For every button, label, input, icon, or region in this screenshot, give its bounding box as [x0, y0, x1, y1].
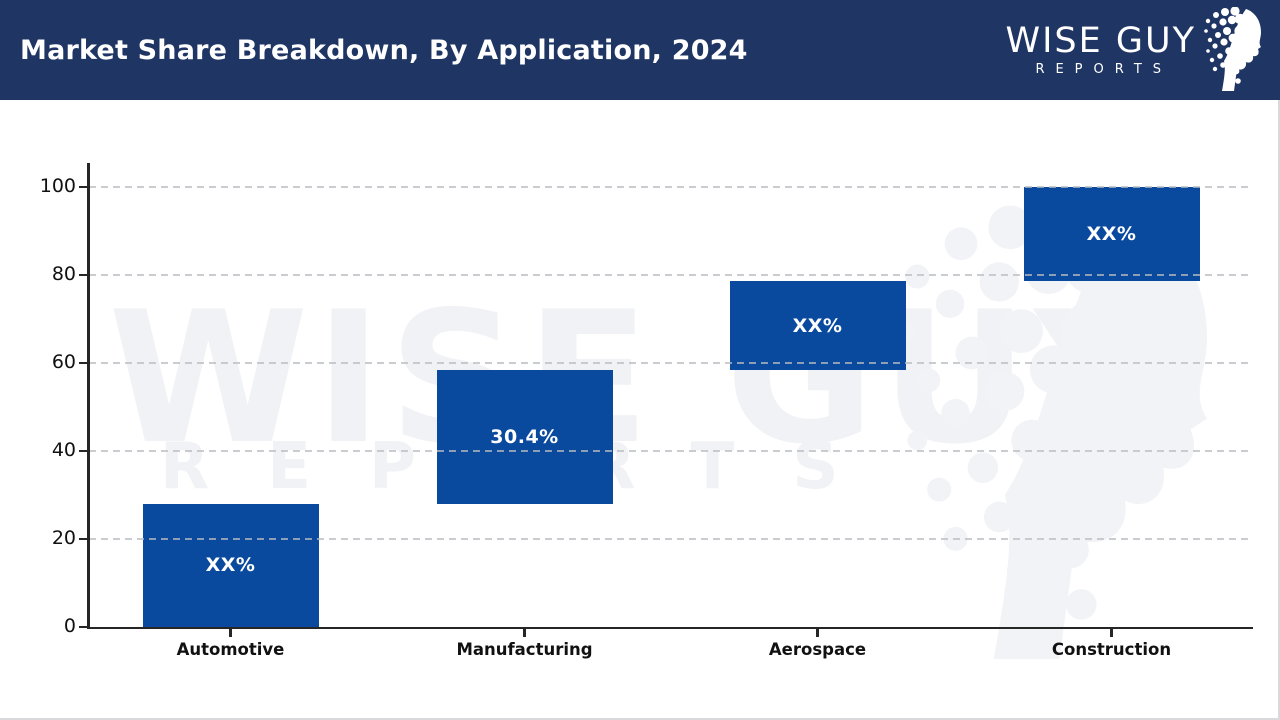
- x-tick-label-1: Manufacturing: [456, 640, 593, 659]
- gridline-60: [89, 362, 1253, 364]
- bar-value-label: XX%: [205, 554, 256, 577]
- x-axis-line: [87, 626, 1253, 629]
- x-tick-label-2: Aerospace: [768, 640, 867, 659]
- y-tick-label-40: 40: [51, 439, 76, 461]
- wise-guy-logo: WISE GUY REPORTS: [1005, 7, 1262, 93]
- y-tick-label-100: 100: [39, 175, 76, 197]
- bar-construction: XX%: [1023, 187, 1200, 282]
- watermark-wordmark: WISE GUY: [108, 272, 1173, 484]
- y-tick-label-80: 80: [51, 263, 76, 285]
- y-tick-mark-0: [79, 625, 87, 629]
- x-tick-mark-2: [816, 629, 819, 637]
- y-tick-label-60: 60: [51, 351, 76, 373]
- y-tick-label-20: 20: [51, 527, 76, 549]
- x-tick-mark-1: [523, 629, 526, 637]
- dotted-head-icon: [1204, 7, 1261, 91]
- logo-wordmark: WISE GUY: [1005, 21, 1196, 62]
- page-title: Market Share Breakdown, By Application, …: [20, 34, 748, 66]
- gridline-100: [89, 186, 1253, 188]
- gridline-40: [89, 450, 1253, 452]
- bar-manufacturing: 30.4%: [436, 370, 613, 504]
- y-tick-mark-20: [79, 537, 87, 541]
- bar-value-label: XX%: [1086, 223, 1137, 246]
- y-tick-mark-80: [79, 273, 87, 277]
- y-axis-line: [87, 163, 90, 629]
- x-tick-label-0: Automotive: [176, 640, 285, 659]
- y-tick-label-0: 0: [63, 615, 76, 637]
- x-tick-label-3: Construction: [1051, 640, 1172, 659]
- bar-value-label: 30.4%: [490, 425, 559, 448]
- logo-subtitle: REPORTS: [1035, 61, 1173, 77]
- logo-text: WISE GUY REPORTS: [1005, 23, 1196, 77]
- bar-value-label: XX%: [792, 314, 843, 337]
- bar-automotive: XX%: [142, 503, 319, 627]
- x-tick-mark-0: [229, 629, 232, 637]
- bar-aerospace: XX%: [729, 281, 906, 371]
- y-tick-mark-40: [79, 449, 87, 453]
- gridline-80: [89, 274, 1253, 276]
- y-tick-mark-100: [79, 185, 87, 189]
- y-tick-mark-60: [79, 361, 87, 365]
- header-bar: Market Share Breakdown, By Application, …: [0, 0, 1280, 100]
- gridline-20: [89, 538, 1253, 540]
- x-tick-mark-3: [1110, 629, 1113, 637]
